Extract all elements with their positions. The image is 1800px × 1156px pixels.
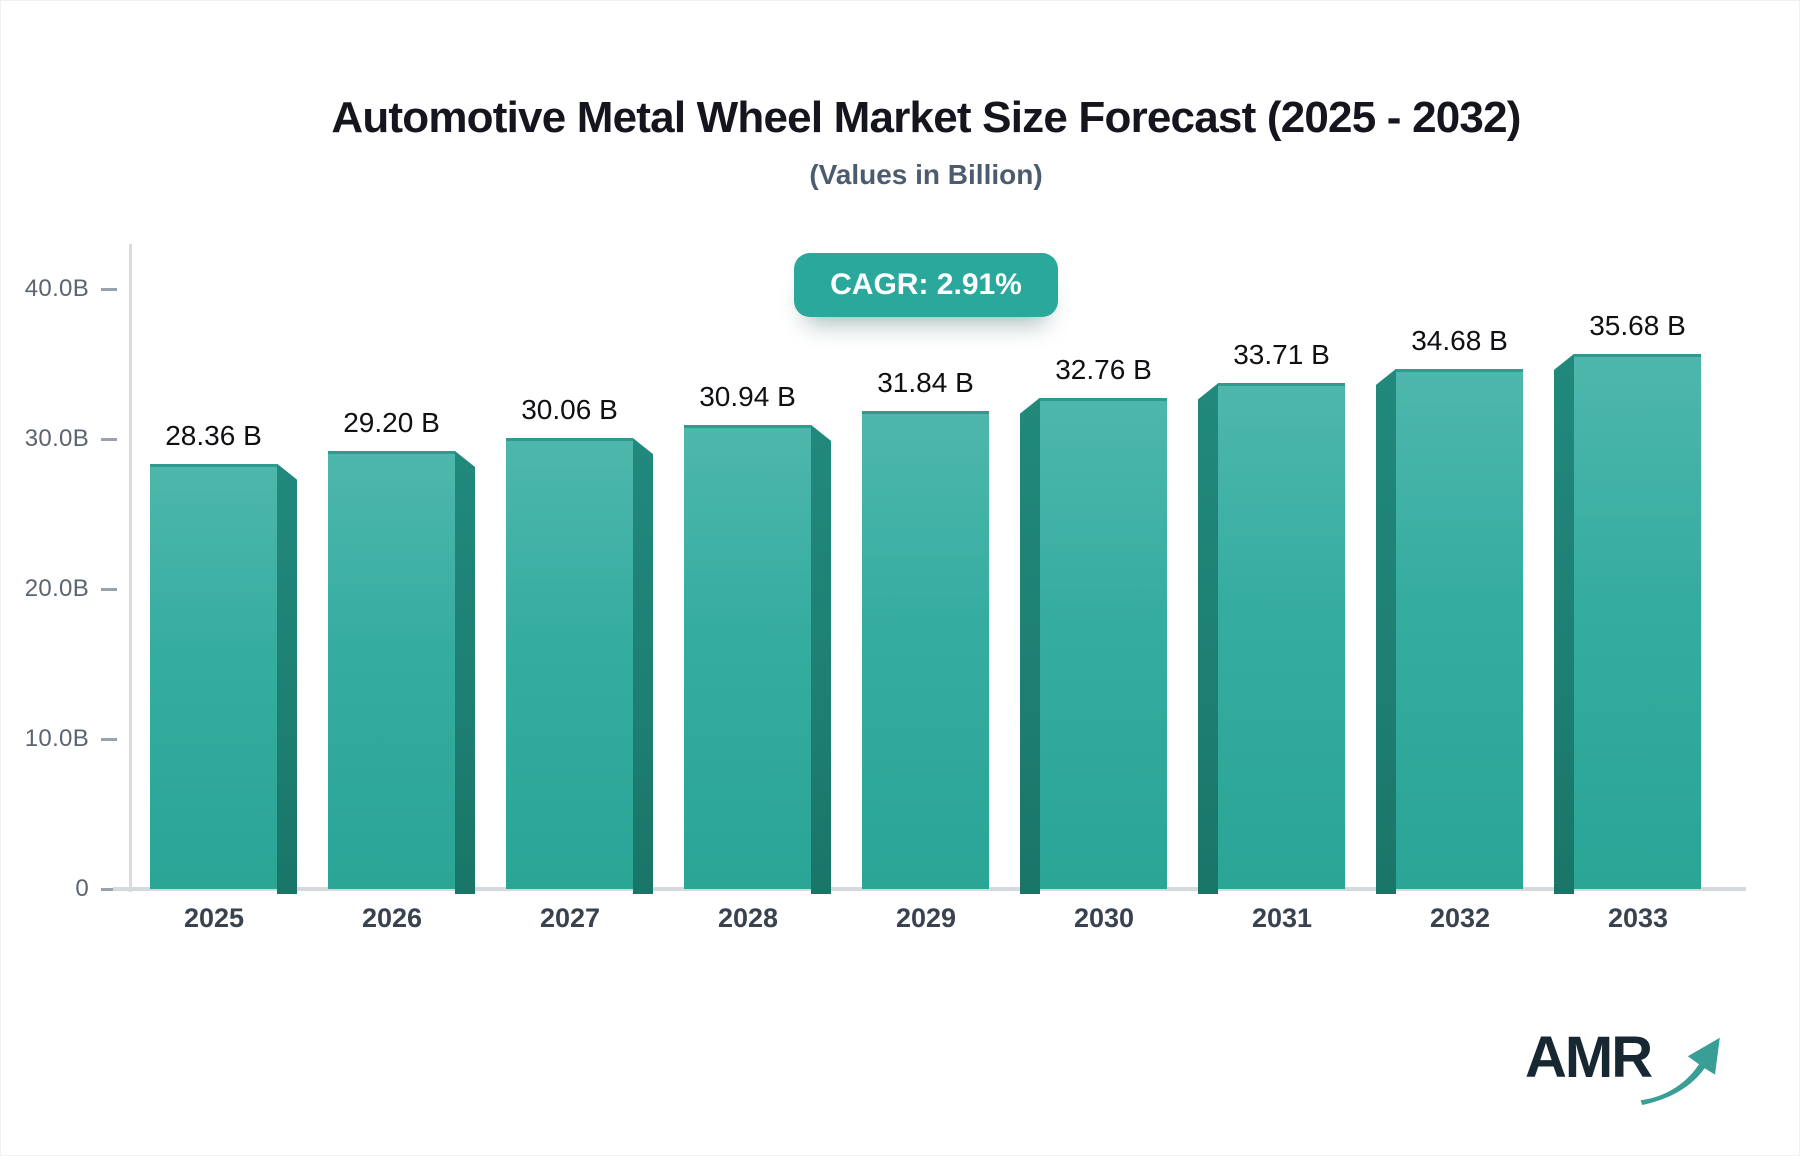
y-tick-label: 40.0B: [24, 275, 89, 302]
x-axis-label: 2032: [1429, 903, 1491, 933]
bar-column: 32.76 B 2030: [1015, 289, 1193, 933]
bar-column: 28.36 B 2025: [125, 289, 303, 933]
y-tick-mark: [101, 738, 117, 741]
logo-growth-arrow-icon: [1640, 1037, 1720, 1105]
bar: [1218, 383, 1345, 889]
y-tick-label: 0: [75, 875, 89, 902]
bar: [1574, 353, 1701, 889]
bar-column: 31.84 B 2029: [837, 289, 1015, 933]
x-axis-label: 2027: [539, 903, 601, 933]
x-axis-label: 2033: [1607, 903, 1669, 933]
bar-value-label: 30.06 B: [521, 394, 618, 426]
x-axis-label: 2031: [1251, 903, 1313, 933]
bar-value-label: 35.68 B: [1589, 309, 1686, 341]
bar-3d-side: [277, 463, 297, 894]
bar: [684, 424, 811, 889]
chart-subtitle: (Values in Billion): [809, 159, 1043, 190]
bar-3d-side: [811, 424, 831, 894]
bar-value-label: 30.94 B: [699, 380, 796, 412]
y-axis-line: [129, 244, 132, 892]
x-axis-baseline: [113, 887, 1746, 891]
cagr-badge-row: CAGR: 2.91%: [125, 253, 1727, 317]
bar-value-label: 32.76 B: [1055, 353, 1152, 385]
bar: [1396, 368, 1523, 889]
bar-3d-side: [1554, 353, 1574, 894]
bar-column: 30.06 B 2027: [481, 289, 659, 933]
x-axis-label: 2028: [717, 903, 779, 933]
x-axis-label: 2029: [895, 903, 957, 933]
y-tick-label: 10.0B: [24, 725, 89, 752]
bar: [862, 411, 989, 889]
cagr-badge-label: CAGR: 2.91%: [830, 268, 1022, 301]
bar-column: 30.94 B 2028: [659, 289, 837, 933]
bar-value-label: 29.20 B: [343, 407, 440, 438]
bar-value-label: 28.36 B: [165, 419, 262, 451]
bar-value-label: 31.84 B: [877, 367, 974, 399]
amr-logo: AMR: [1525, 1029, 1727, 1105]
bars-row: 28.36 B 2025 29.20 B 2026 30.06 B 2027 30.94 B…: [125, 289, 1727, 933]
y-tick-mark: [101, 288, 117, 291]
bar: [328, 451, 455, 889]
y-tick-mark: [101, 888, 117, 891]
bar-3d-side: [1020, 397, 1040, 894]
bar-column: 29.20 B 2026: [303, 289, 481, 933]
amr-logo-text: AMR: [1525, 1025, 1653, 1090]
bar-3d-side: [633, 438, 653, 894]
x-axis-label: 2026: [361, 903, 423, 933]
bar-3d-side: [1376, 368, 1396, 894]
y-tick-mark: [101, 438, 117, 441]
bar-3d-side: [1198, 383, 1218, 894]
y-tick-label: 20.0B: [24, 575, 89, 602]
bar-value-label: 33.71 B: [1233, 339, 1330, 371]
x-axis-label: 2030: [1073, 903, 1135, 933]
chart-title: Automotive Metal Wheel Market Size Forec…: [331, 93, 1521, 142]
bar: [1040, 397, 1167, 889]
bar-value-label: 34.68 B: [1411, 324, 1508, 356]
bar: [506, 438, 633, 889]
bar-column: 34.68 B 2032: [1371, 289, 1549, 933]
bar-column: 35.68 B 2033: [1549, 289, 1727, 933]
x-axis-label: 2025: [183, 903, 245, 933]
cagr-badge: CAGR: 2.91%: [794, 253, 1058, 317]
bar-column: 33.71 B 2031: [1193, 289, 1371, 933]
plot-area: 40.0B 30.0B 20.0B 10.0B 0 28.36 B 2025 29.20 B…: [1, 244, 1799, 933]
bar: [150, 463, 277, 889]
y-tick-label: 30.0B: [24, 425, 89, 452]
bar-3d-side: [455, 451, 475, 894]
y-tick-mark: [101, 588, 117, 591]
